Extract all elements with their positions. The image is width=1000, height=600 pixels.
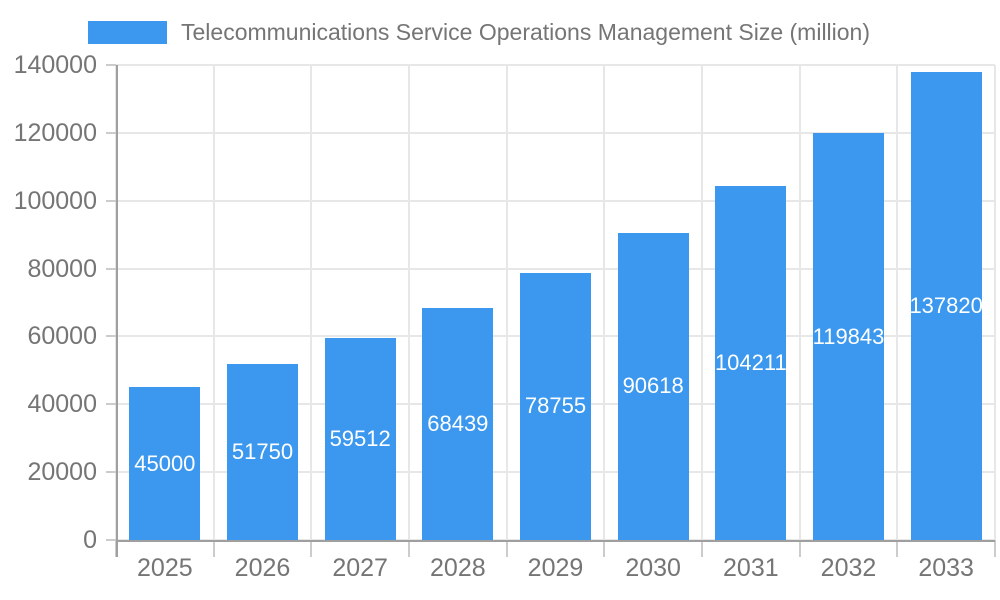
gridline-vertical: [896, 65, 899, 540]
gridline-horizontal: [116, 267, 995, 270]
bar-value-label: 137820: [909, 293, 983, 319]
x-axis-tick: [701, 540, 703, 557]
bar-value-label: 119843: [812, 323, 885, 349]
x-axis-tick: [994, 540, 996, 557]
gridline-vertical: [505, 65, 508, 540]
x-axis-label: 2029: [527, 554, 584, 582]
y-axis-label: 100000: [13, 186, 97, 215]
gridline-vertical: [603, 65, 606, 540]
x-axis-label: 2027: [332, 554, 388, 582]
x-axis-tick: [798, 540, 801, 557]
gridline-vertical: [310, 65, 313, 540]
x-axis-label: 2030: [625, 554, 681, 582]
gridline-vertical: [994, 65, 996, 540]
gridline-horizontal: [116, 199, 995, 202]
y-axis-label: 120000: [13, 118, 97, 147]
x-axis-tick: [505, 540, 508, 557]
x-axis-tick: [310, 540, 313, 557]
x-axis-line: [116, 540, 995, 542]
y-axis-line: [116, 65, 118, 557]
bar-value-label: 90618: [622, 373, 684, 399]
x-axis-label: 2031: [723, 554, 779, 582]
y-axis-tick: [106, 335, 116, 338]
y-axis-tick: [106, 131, 116, 134]
y-axis-label: 140000: [13, 51, 97, 79]
bar-2025[interactable]: 45000: [129, 387, 201, 540]
y-axis-label: 0: [83, 526, 97, 554]
gridline-vertical: [701, 65, 703, 540]
bar-value-label: 51750: [231, 439, 294, 465]
bar-value-label: 78755: [524, 393, 587, 419]
x-axis-tick: [603, 540, 606, 557]
x-axis-label: 2028: [430, 554, 486, 582]
bar-2033[interactable]: 137820: [909, 72, 983, 540]
bar-2029[interactable]: 78755: [520, 272, 591, 540]
gridline-vertical: [212, 65, 215, 540]
y-axis-labels: 0 20000 40000 60000 80000 100000 120000 140000: [0, 52, 97, 553]
x-axis-label: 2026: [234, 554, 291, 582]
x-axis-label: 2025: [137, 554, 193, 582]
y-axis-label: 60000: [27, 322, 97, 351]
x-axis-label: 2033: [918, 554, 974, 582]
y-axis-label: 40000: [27, 390, 97, 419]
bar-value-label: 68439: [427, 410, 489, 436]
y-axis-tick: [106, 64, 116, 66]
x-axis-labels: 2025 2026 2027 2028 2029 2030 2031 2032 2033: [116, 553, 995, 587]
y-axis-tick: [106, 403, 116, 406]
bar-value-label: 104211: [714, 350, 787, 376]
x-axis-tick: [408, 540, 410, 557]
bar-2028[interactable]: 68439: [422, 307, 494, 540]
plot-area: 45000 51750 59512 68439 78755 90618 104211 1198…: [115, 64, 996, 541]
y-axis-label: 80000: [27, 254, 97, 283]
bar-value-label: 59512: [329, 426, 391, 452]
gridline-horizontal: [116, 64, 995, 66]
gridline-horizontal: [116, 131, 995, 134]
y-axis-tick: [106, 471, 116, 474]
bar-2031[interactable]: 104211: [714, 186, 787, 540]
bar-2030[interactable]: 90618: [617, 232, 689, 540]
bar-value-label: 45000: [134, 450, 196, 476]
bar-2027[interactable]: 59512: [324, 338, 396, 540]
x-axis-tick: [896, 540, 899, 557]
y-axis-tick: [106, 199, 116, 202]
x-axis-label: 2032: [820, 554, 877, 582]
legend-swatch: [88, 21, 167, 44]
gridline-vertical: [408, 65, 410, 540]
y-axis-tick: [106, 267, 116, 270]
x-axis-tick: [212, 540, 215, 557]
bar-2026[interactable]: 51750: [227, 364, 298, 540]
y-axis-tick: [106, 539, 116, 541]
bar-2032[interactable]: 119843: [813, 133, 884, 540]
legend-label: Telecommunications Service Operations Ma…: [181, 19, 871, 45]
gridline-vertical: [798, 65, 801, 540]
legend-item[interactable]: Telecommunications Service Operations Ma…: [88, 10, 870, 55]
y-axis-label: 20000: [27, 458, 97, 487]
